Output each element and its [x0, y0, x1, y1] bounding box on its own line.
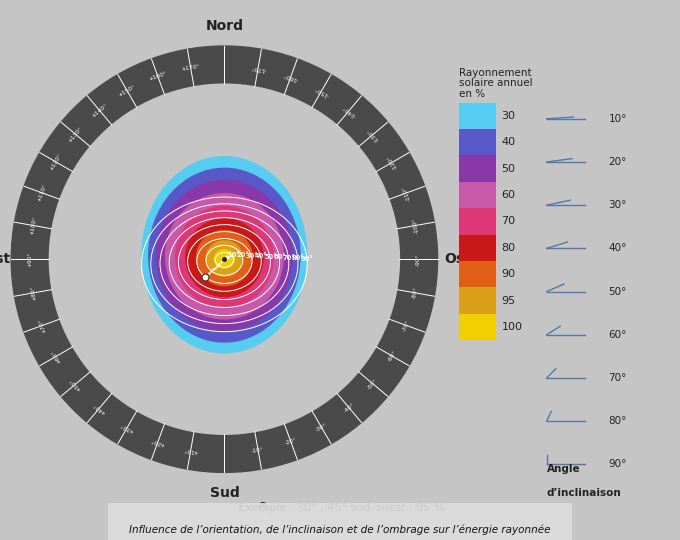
Text: -50°: -50°: [367, 377, 379, 390]
Ellipse shape: [175, 206, 274, 308]
Text: 40°: 40°: [255, 253, 267, 259]
Text: Angle: Angle: [547, 464, 580, 474]
Text: -120°: -120°: [386, 154, 398, 171]
Text: d’inclinaison: d’inclinaison: [547, 488, 622, 498]
Text: +130°: +130°: [67, 125, 84, 143]
Text: +170°: +170°: [181, 64, 201, 72]
Text: +80°: +80°: [29, 285, 37, 301]
Text: +50°: +50°: [69, 376, 82, 392]
Text: -100°: -100°: [411, 217, 420, 234]
Text: -160°: -160°: [282, 72, 299, 82]
Text: +70°: +70°: [37, 318, 47, 334]
Text: -70°: -70°: [403, 319, 411, 333]
Bar: [459, 314, 496, 340]
Text: en %: en %: [459, 89, 485, 99]
Text: -10°: -10°: [252, 447, 265, 454]
Text: 30: 30: [502, 111, 515, 121]
Text: Rayonnement: Rayonnement: [459, 68, 532, 78]
Text: 90°: 90°: [609, 460, 627, 469]
Text: 70°: 70°: [282, 255, 295, 261]
Ellipse shape: [214, 249, 235, 269]
Bar: [459, 156, 496, 182]
Text: -20°: -20°: [284, 437, 298, 446]
Text: 40°: 40°: [609, 244, 627, 253]
Text: +30°: +30°: [120, 421, 135, 433]
Text: Influence de l’orientation, de l’inclinaison et de l’ombrage sur l’énergie rayon: Influence de l’orientation, de l’inclina…: [129, 524, 551, 535]
Text: 30°: 30°: [245, 253, 258, 259]
Text: 80°: 80°: [292, 255, 305, 261]
Text: 10°: 10°: [227, 252, 240, 258]
Text: 95: 95: [502, 295, 515, 306]
Text: Sud: Sud: [209, 485, 239, 500]
Text: 40: 40: [502, 137, 515, 147]
Text: 10°: 10°: [609, 114, 627, 124]
Ellipse shape: [196, 230, 253, 286]
Text: +90°: +90°: [28, 252, 33, 267]
Text: 20°: 20°: [237, 252, 249, 258]
Text: 80°: 80°: [609, 416, 627, 426]
Text: 20°: 20°: [609, 157, 627, 167]
Text: 60: 60: [502, 190, 515, 200]
Ellipse shape: [141, 156, 307, 354]
Text: 50°: 50°: [264, 254, 277, 260]
Text: 70°: 70°: [609, 373, 627, 383]
Circle shape: [11, 46, 438, 472]
Ellipse shape: [156, 180, 293, 332]
Circle shape: [50, 84, 399, 434]
Text: +150°: +150°: [118, 84, 137, 98]
Bar: [459, 129, 496, 156]
Text: 100: 100: [502, 322, 522, 332]
Ellipse shape: [165, 193, 284, 320]
Text: 70: 70: [502, 217, 515, 226]
Text: +100°: +100°: [29, 215, 37, 235]
Text: +110°: +110°: [37, 183, 48, 202]
Text: -130°: -130°: [366, 126, 380, 142]
Text: O: O: [258, 501, 267, 514]
Text: +10°: +10°: [183, 447, 199, 454]
Bar: [459, 103, 496, 129]
Text: -150°: -150°: [313, 85, 330, 97]
Text: +120°: +120°: [50, 153, 63, 172]
Text: 50: 50: [502, 164, 515, 173]
Text: 50°: 50°: [609, 287, 627, 296]
Bar: [459, 208, 496, 234]
Text: +140°: +140°: [90, 103, 109, 119]
Text: Ost: Ost: [445, 252, 471, 266]
Ellipse shape: [185, 218, 264, 297]
Bar: [459, 287, 496, 314]
Text: 90°: 90°: [301, 256, 313, 262]
Text: 90: 90: [502, 269, 515, 279]
Text: -90°: -90°: [416, 253, 421, 266]
Bar: [459, 234, 496, 261]
Text: +40°: +40°: [92, 401, 107, 415]
Text: West: West: [0, 252, 11, 266]
Ellipse shape: [148, 167, 301, 343]
Text: Exemple : 30° ; 45° sud-ouest ; 95 %: Exemple : 30° ; 45° sud-ouest ; 95 %: [235, 503, 445, 512]
Bar: [459, 261, 496, 287]
Text: solaire annuel: solaire annuel: [459, 78, 532, 89]
Text: 60°: 60°: [609, 330, 627, 340]
Text: +160°: +160°: [148, 71, 168, 83]
Text: -40°: -40°: [343, 402, 356, 414]
Text: 80: 80: [502, 243, 515, 253]
Text: 30°: 30°: [609, 200, 627, 210]
Bar: [459, 182, 496, 208]
Text: +20°: +20°: [150, 437, 166, 447]
Text: -170°: -170°: [250, 64, 267, 72]
Text: 60°: 60°: [273, 254, 286, 260]
Text: +60°: +60°: [50, 348, 63, 364]
Ellipse shape: [205, 240, 243, 277]
Text: -30°: -30°: [315, 422, 328, 433]
Text: -140°: -140°: [341, 103, 357, 118]
Text: -60°: -60°: [387, 349, 398, 363]
Text: -80°: -80°: [412, 286, 419, 300]
Text: -110°: -110°: [402, 184, 412, 201]
Text: Nord: Nord: [205, 19, 243, 33]
